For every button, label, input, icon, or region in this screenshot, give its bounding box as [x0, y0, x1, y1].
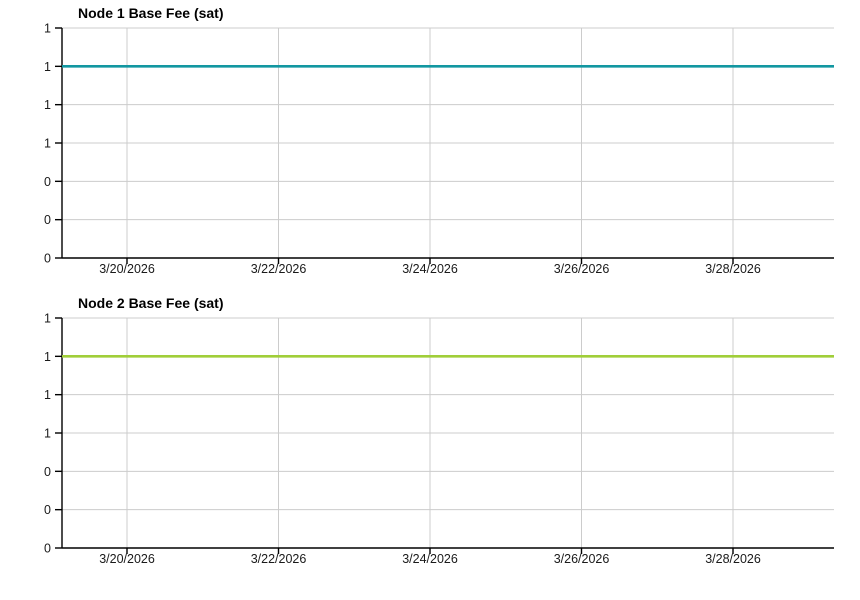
x-tick-label: 3/28/2026	[705, 552, 761, 566]
x-tick-label: 3/22/2026	[251, 552, 307, 566]
y-tick-label: 1	[44, 388, 51, 402]
chart-plot-node2: 1 1 1 1 0 0 0 3/20/2026 3/22/2026 3/24/2026 3/26/2…	[44, 312, 834, 566]
chart-plot-node1: 1 1 1 1 0 0 0 3/20/2026 3/22/2026 3/24/2026 3/26/2…	[44, 22, 834, 276]
x-tick-label: 3/22/2026	[251, 262, 307, 276]
x-tick-label: 3/26/2026	[554, 262, 610, 276]
x-tick-label: 3/24/2026	[402, 262, 458, 276]
x-tick-label: 3/20/2026	[99, 552, 155, 566]
y-tick-label: 1	[44, 312, 51, 326]
y-tick-label: 1	[44, 60, 51, 74]
chart-title-node1: Node 1 Base Fee (sat)	[78, 5, 224, 21]
x-tick-label: 3/20/2026	[99, 262, 155, 276]
y-tick-label: 1	[44, 22, 51, 36]
y-tick-label: 0	[44, 213, 51, 227]
y-tick-label: 1	[44, 137, 51, 151]
y-tick-label: 0	[44, 465, 51, 479]
chart-section-node1: Node 1 Base Fee (sat) 1 1 1 1 0 0 0 3/20/2026 3/…	[0, 0, 860, 290]
y-tick-label: 1	[44, 350, 51, 364]
y-tick-label: 0	[44, 252, 51, 266]
x-tick-label: 3/28/2026	[705, 262, 761, 276]
x-tick-label: 3/24/2026	[402, 552, 458, 566]
y-tick-label: 1	[44, 98, 51, 112]
y-tick-label: 0	[44, 503, 51, 517]
y-tick-label: 1	[44, 427, 51, 441]
y-tick-label: 0	[44, 542, 51, 556]
x-tick-label: 3/26/2026	[554, 552, 610, 566]
chart-section-node2: Node 2 Base Fee (sat) 1 1 1 1 0 0 0 3/20/2026 3/…	[0, 290, 860, 580]
y-tick-label: 0	[44, 175, 51, 189]
chart-title-node2: Node 2 Base Fee (sat)	[78, 295, 224, 311]
